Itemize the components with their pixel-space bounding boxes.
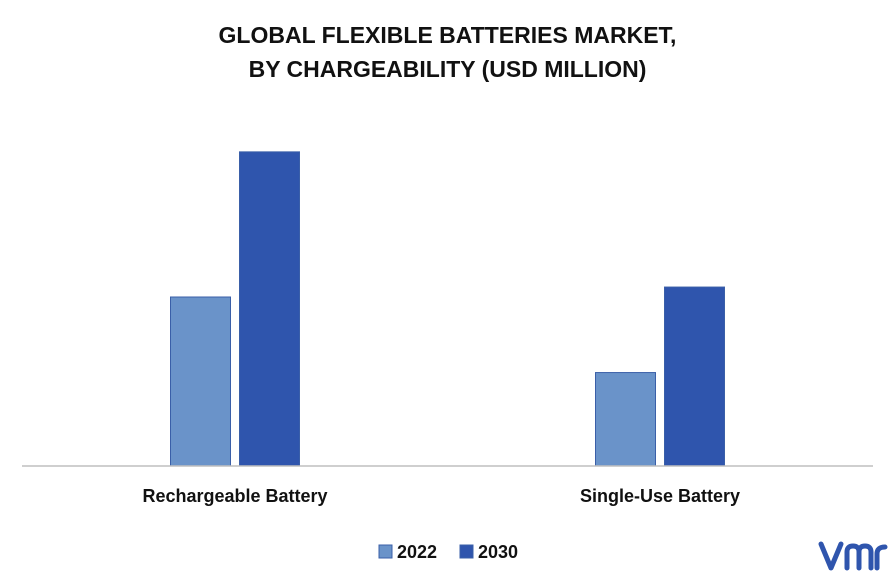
chart-title: GLOBAL FLEXIBLE BATTERIES MARKET, BY CHA… — [0, 18, 895, 86]
category-label: Single-Use Battery — [580, 486, 740, 506]
bar-single-use-battery-2022 — [595, 372, 656, 467]
vmr-logo-icon — [818, 541, 888, 571]
legend-label-2030: 2030 — [478, 542, 518, 562]
chart-title-line-1: GLOBAL FLEXIBLE BATTERIES MARKET, — [218, 22, 677, 48]
legend-swatch-2022 — [378, 544, 393, 559]
category-label: Rechargeable Battery — [142, 486, 327, 506]
bar-rechargeable-battery-2022 — [170, 296, 231, 467]
legend-label-2022: 2022 — [397, 542, 437, 562]
bar-single-use-battery-2030 — [664, 286, 725, 467]
chart-title-line-2: BY CHARGEABILITY (USD MILLION) — [248, 56, 647, 82]
bars-group — [170, 151, 725, 467]
bar-rechargeable-battery-2030 — [239, 151, 300, 467]
legend: 2022 2030 — [378, 542, 518, 562]
category-labels: Rechargeable Battery Single-Use Battery — [142, 486, 740, 506]
legend-swatch-2030 — [459, 544, 474, 559]
